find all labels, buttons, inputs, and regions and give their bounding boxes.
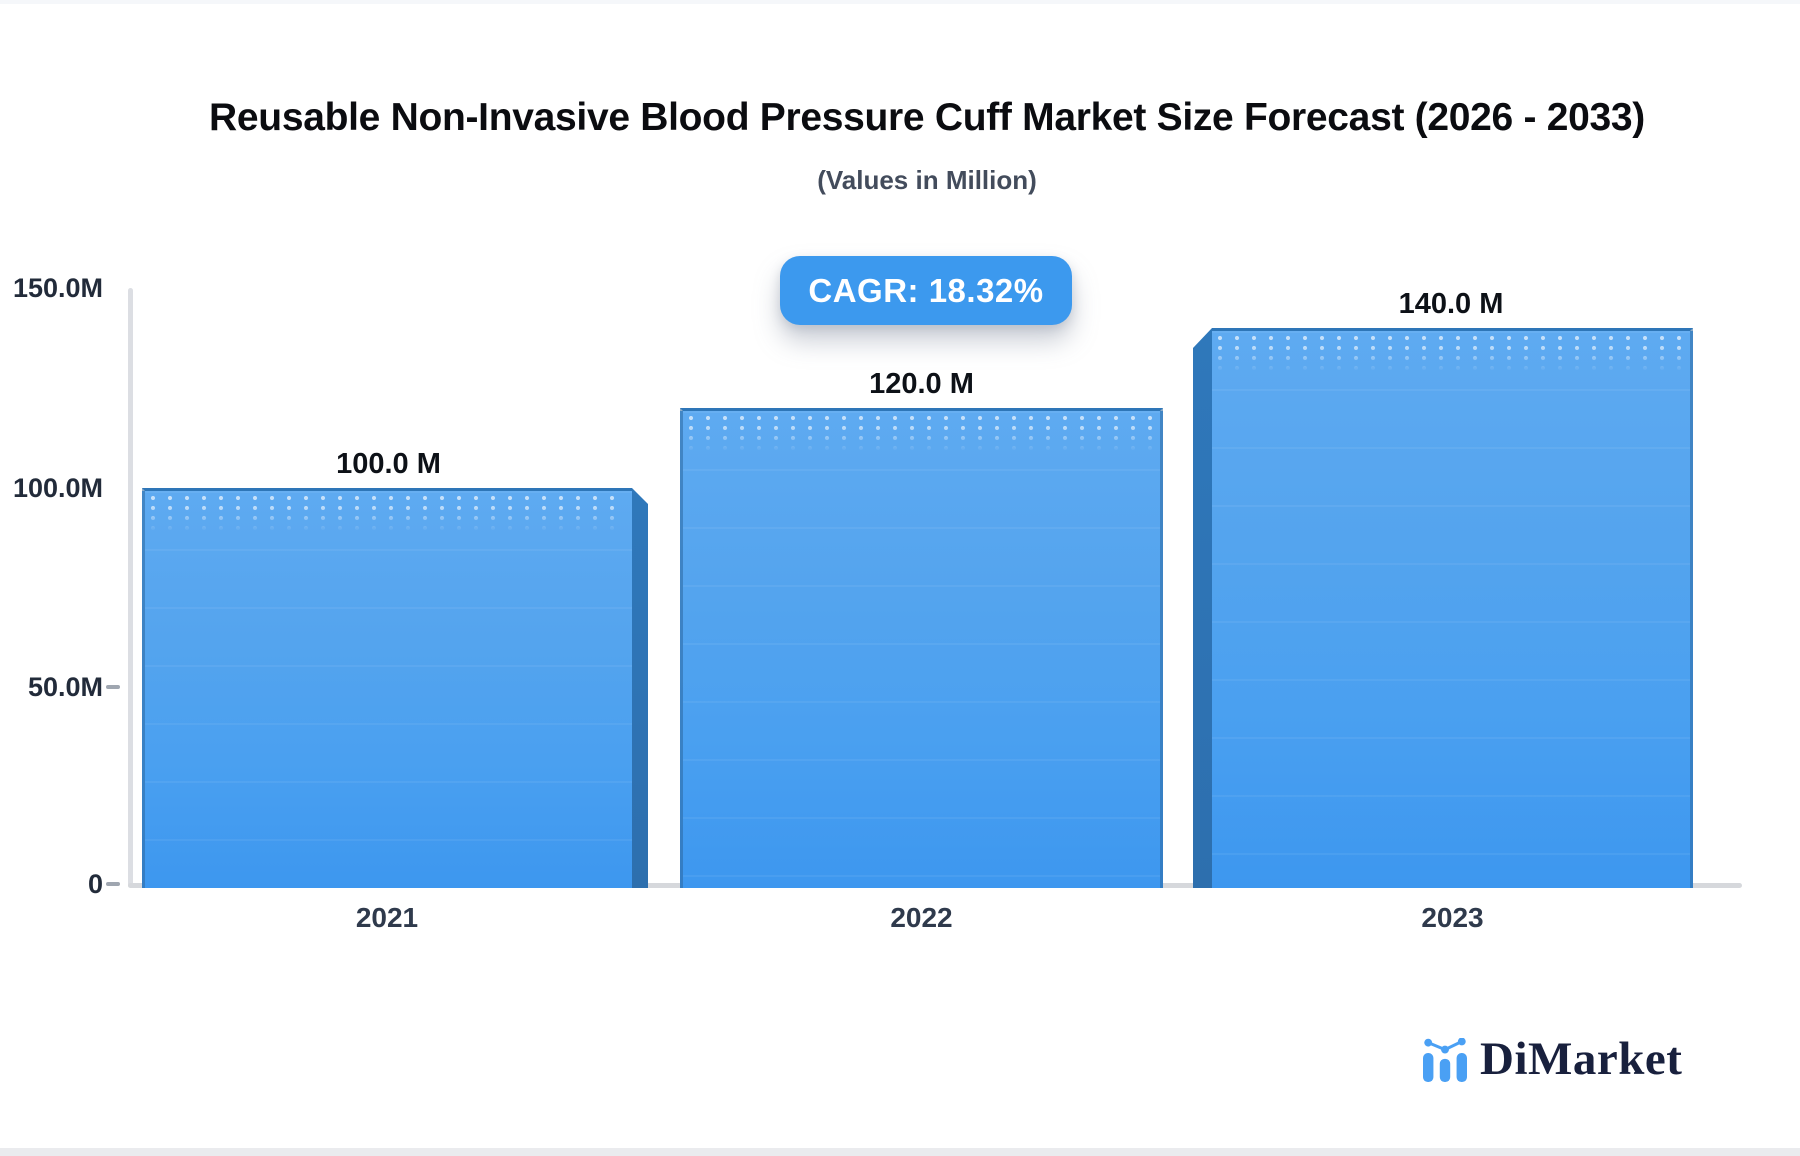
brand-logo-text: DiMarket [1480,1033,1683,1085]
top-border [0,0,1800,4]
bar-2022-fill: 120.0 M [680,368,1163,888]
cagr-badge: CAGR: 18.32% [780,256,1072,325]
bar-2023: 140.0 M [1193,288,1693,888]
y-tick-label-100m: 100.0M [12,473,103,503]
y-tick-mark-0 [106,882,120,886]
bar-2022-value-label: 120.0 M [869,368,974,400]
page-subtitle: (Values in Million) [817,165,1037,195]
bar-2021-3d-side [632,488,648,888]
bar-2022: 120.0 M [680,368,1163,888]
y-tick-label-0: 0 [87,869,103,899]
y-tick-label-150m: 150.0M [12,273,103,303]
bar-2023-value-label: 140.0 M [1398,288,1504,320]
bottom-border [0,1148,1800,1156]
y-axis-line [128,288,133,888]
bar-2021-fill: 100.0 M [142,448,632,888]
bar-chart-logo-icon [1423,1037,1467,1082]
brand-logo: DiMarket [1423,1036,1682,1083]
x-label-2023: 2023 [1421,902,1484,933]
bar-2021: 100.0 M [142,448,648,888]
y-tick-mark-50m [106,685,120,689]
bar-2023-3d-side [1193,328,1212,888]
bar-2021-value-label: 100.0 M [336,448,441,480]
y-tick-label-50m: 50.0M [27,672,103,702]
page-title: Reusable Non-Invasive Blood Pressure Cuf… [209,96,1645,139]
x-label-2022: 2022 [890,902,953,933]
x-label-2021: 2021 [355,902,419,933]
bar-2023-fill: 140.0 M [1212,288,1693,888]
